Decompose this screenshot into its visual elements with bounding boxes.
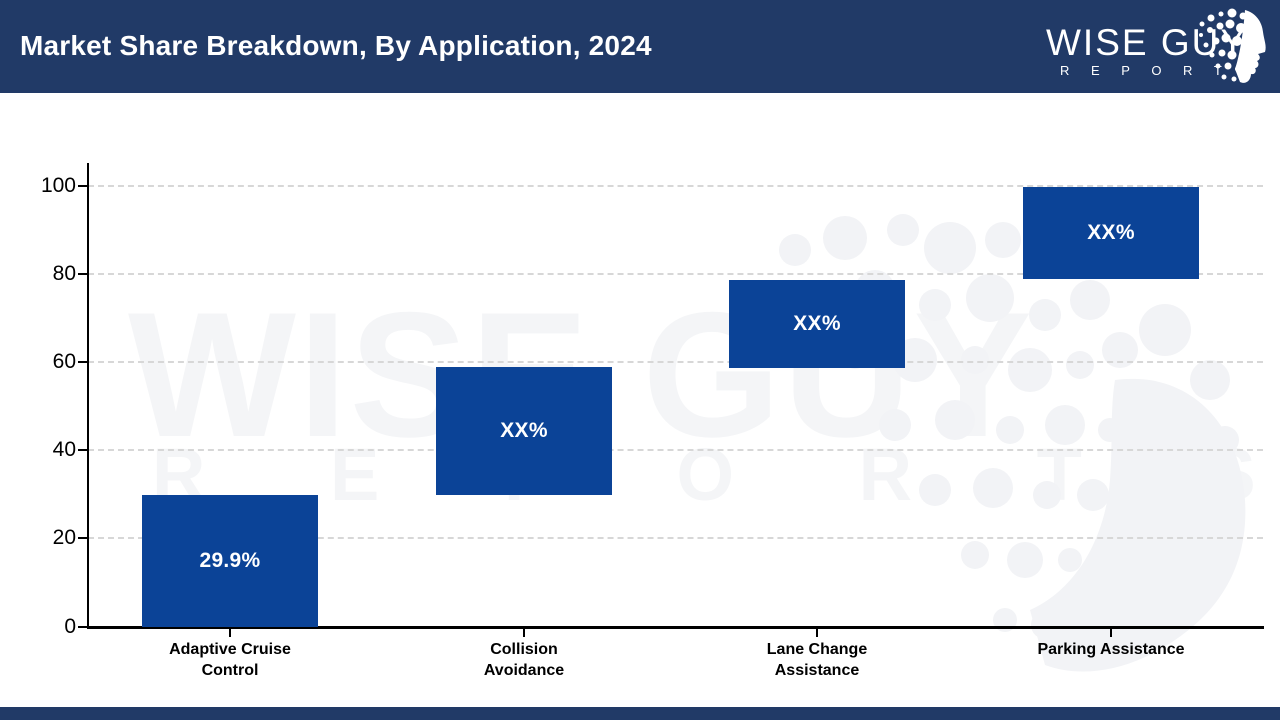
x-tick-mark — [523, 629, 525, 637]
y-tick-mark — [78, 537, 87, 539]
bar-value-label: 29.9% — [199, 549, 261, 572]
y-tick-mark — [78, 185, 87, 187]
header-bar: Market Share Breakdown, By Application, … — [0, 0, 1280, 93]
y-tick-label-80: 80 — [52, 262, 76, 285]
x-label-adaptive-cruise-control: Adaptive Cruise Control — [120, 639, 340, 681]
x-label-lane-change-assistance: Lane Change Assistance — [707, 639, 927, 681]
y-tick-label-60: 60 — [52, 350, 76, 373]
y-axis-spine — [87, 163, 89, 628]
y-tick-mark — [78, 449, 87, 451]
bar-value-label: XX% — [500, 419, 548, 442]
footer-bar — [0, 707, 1280, 720]
x-axis-spine — [87, 626, 1264, 629]
x-tick-mark — [816, 629, 818, 637]
y-tick-label-40: 40 — [52, 438, 76, 461]
x-tick-mark — [1110, 629, 1112, 637]
x-label-line: Collision — [490, 641, 558, 658]
bar-parking-assistance: XX% — [1023, 187, 1199, 279]
x-label-line: Avoidance — [483, 662, 565, 679]
bar-value-label: XX% — [1087, 221, 1135, 244]
bar-collision-avoidance: XX% — [436, 367, 612, 495]
y-tick-mark — [78, 361, 87, 363]
x-label-line: Assistance — [774, 662, 860, 679]
watermark-head-dots-icon — [779, 214, 1246, 672]
bar-adaptive-cruise-control: 29.9% — [142, 495, 318, 627]
bar-lane-change-assistance: XX% — [729, 280, 905, 368]
x-label-line: Adaptive Cruise — [169, 641, 291, 658]
x-label-collision-avoidance: Collision Avoidance — [414, 639, 634, 681]
page-title: Market Share Breakdown, By Application, … — [20, 30, 652, 61]
gridline-100 — [88, 185, 1263, 187]
y-tick-mark — [78, 626, 87, 628]
y-tick-label-0: 0 — [64, 615, 76, 638]
gridline-60 — [88, 361, 1263, 363]
watermark-reports-text: R E P O R T S — [152, 433, 1280, 516]
x-label-parking-assistance: Parking Assistance — [1001, 639, 1221, 660]
brand-logo: WISE GUY R E P O R T S — [1016, 6, 1266, 90]
reports-wordmark: R E P O R T S — [1060, 63, 1261, 78]
y-tick-label-20: 20 — [52, 526, 76, 549]
bar-value-label: XX% — [793, 312, 841, 335]
x-label-line: Parking Assistance — [1037, 641, 1185, 658]
y-tick-label-100: 100 — [40, 174, 76, 197]
x-label-line: Lane Change — [766, 641, 868, 658]
brand-head-dots-icon — [1199, 8, 1266, 83]
y-tick-mark — [78, 273, 87, 275]
x-label-line: Control — [201, 662, 259, 679]
gridline-20 — [88, 537, 1263, 539]
gridline-80 — [88, 273, 1263, 275]
gridline-40 — [88, 449, 1263, 451]
x-tick-mark — [229, 629, 231, 637]
